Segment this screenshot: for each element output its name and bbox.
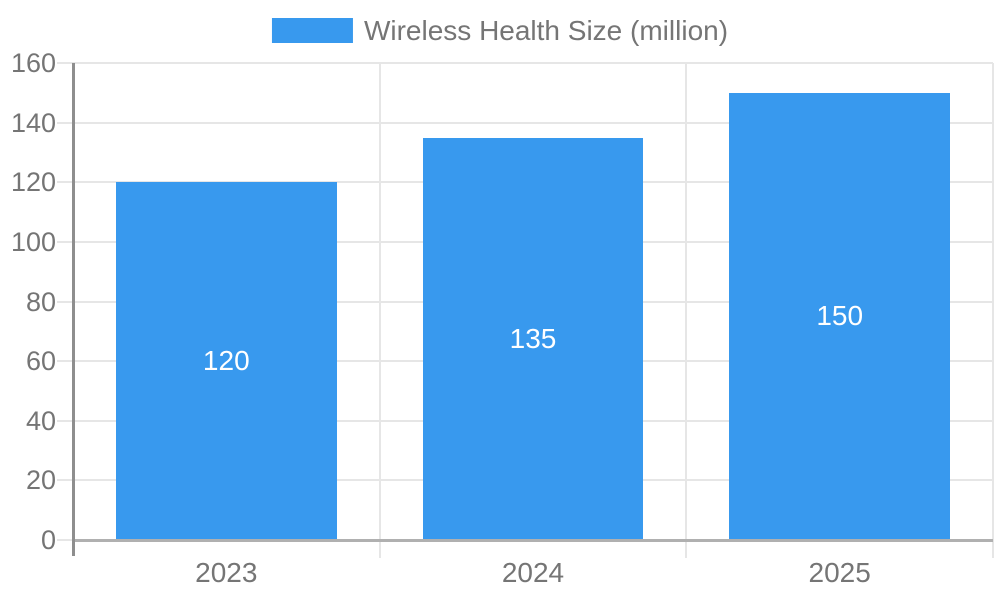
x-tick-label: 2023 bbox=[195, 557, 258, 588]
category-separator bbox=[992, 63, 994, 558]
y-tick-label: 100 bbox=[10, 226, 56, 257]
y-tick-label: 140 bbox=[10, 107, 56, 138]
y-tick-label: 120 bbox=[10, 167, 56, 198]
bar bbox=[115, 182, 337, 542]
bar-value-label: 120 bbox=[202, 345, 250, 377]
legend-label: Wireless Health Size (million) bbox=[363, 15, 729, 46]
x-axis-line bbox=[73, 539, 993, 542]
category-separator bbox=[378, 63, 381, 558]
x-tick-label: 2024 bbox=[501, 557, 565, 588]
y-tick-label: 160 bbox=[10, 48, 56, 78]
legend-swatch bbox=[271, 18, 353, 43]
gridline bbox=[57, 121, 993, 124]
y-tick-label: 80 bbox=[25, 286, 56, 317]
y-tick-label: 40 bbox=[25, 405, 56, 436]
bar-value-label: 135 bbox=[509, 322, 557, 354]
bar bbox=[422, 137, 644, 541]
category-separator bbox=[685, 63, 688, 558]
bar-value-label: 150 bbox=[816, 300, 864, 332]
y-tick-label: 0 bbox=[40, 525, 56, 555]
y-tick-label: 60 bbox=[25, 346, 56, 377]
y-tick-label: 20 bbox=[25, 465, 56, 496]
bar bbox=[729, 92, 951, 541]
gridline bbox=[57, 62, 993, 64]
y-axis-tick bbox=[57, 539, 73, 541]
chart-legend: Wireless Health Size (million) bbox=[271, 14, 729, 47]
x-tick-label: 2025 bbox=[808, 557, 871, 588]
y-axis-line bbox=[72, 63, 75, 556]
